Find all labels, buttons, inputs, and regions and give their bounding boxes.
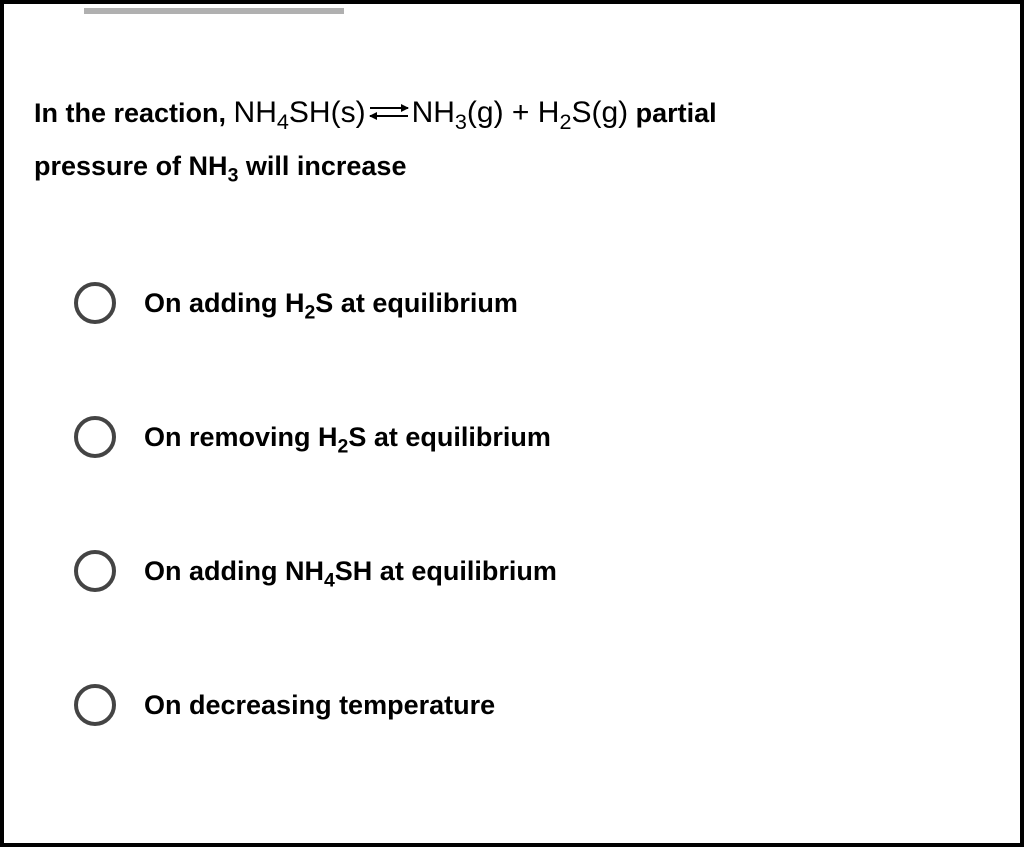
formula-right2-sub: 2: [559, 109, 571, 134]
stem-line2a: pressure of NH: [34, 151, 228, 181]
equilibrium-arrows-icon: [370, 102, 408, 124]
question-content: In the reaction, NH4SH(s)NH3(g) + H2S(g)…: [4, 4, 1020, 726]
formula-right1-tail: (g) + H: [467, 96, 560, 129]
formula-left2: SH(s): [289, 96, 366, 129]
option-3-label: On adding NH4SH at equilibrium: [144, 556, 557, 587]
top-rule-decor: [84, 8, 344, 14]
option-2-prefix: On removing H: [144, 422, 338, 452]
option-1[interactable]: On adding H2S at equilibrium: [74, 282, 990, 324]
formula-left: NH: [234, 96, 277, 129]
option-1-mid: S at equilibrium: [315, 288, 518, 318]
option-2-label: On removing H2S at equilibrium: [144, 422, 551, 453]
radio-icon[interactable]: [74, 282, 116, 324]
formula-left-sub: 4: [277, 109, 289, 134]
option-2-mid: S at equilibrium: [348, 422, 551, 452]
option-4-prefix: On decreasing temperature: [144, 690, 495, 720]
formula-right1: NH: [412, 96, 455, 129]
option-2-sub: 2: [338, 435, 349, 457]
radio-icon[interactable]: [74, 684, 116, 726]
formula-right1-sub: 3: [455, 109, 467, 134]
option-1-sub: 2: [304, 301, 315, 323]
stem-line2-sub: 3: [228, 164, 239, 186]
formula-right2-tail: S(g): [571, 96, 628, 129]
option-3[interactable]: On adding NH4SH at equilibrium: [74, 550, 990, 592]
option-2[interactable]: On removing H2S at equilibrium: [74, 416, 990, 458]
question-frame: In the reaction, NH4SH(s)NH3(g) + H2S(g)…: [0, 0, 1024, 847]
option-1-prefix: On adding H: [144, 288, 304, 318]
option-3-prefix: On adding NH: [144, 556, 324, 586]
radio-icon[interactable]: [74, 416, 116, 458]
option-1-label: On adding H2S at equilibrium: [144, 288, 518, 319]
question-stem: In the reaction, NH4SH(s)NH3(g) + H2S(g)…: [34, 84, 990, 192]
radio-icon[interactable]: [74, 550, 116, 592]
options-list: On adding H2S at equilibrium On removing…: [34, 282, 990, 726]
option-4-label: On decreasing temperature: [144, 690, 495, 721]
equation-formula: NH4SH(s)NH3(g) + H2S(g): [234, 96, 629, 129]
option-3-mid: SH at equilibrium: [335, 556, 557, 586]
stem-prefix: In the reaction,: [34, 98, 234, 128]
stem-line2b: will increase: [238, 151, 406, 181]
stem-suffix: partial: [628, 98, 717, 128]
option-4[interactable]: On decreasing temperature: [74, 684, 990, 726]
option-3-sub: 4: [324, 569, 335, 591]
